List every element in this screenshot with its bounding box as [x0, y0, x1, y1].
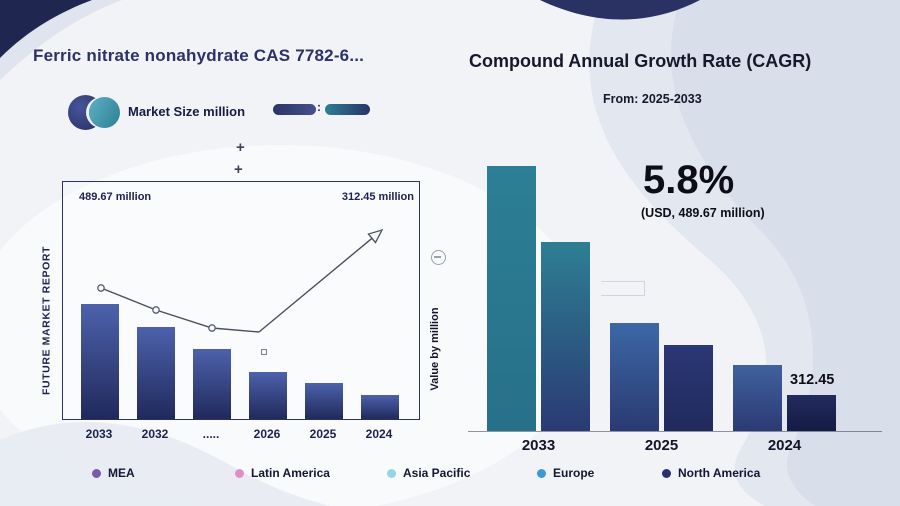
left-chart-title: Ferric nitrate nonahydrate CAS 7782-6... — [33, 46, 365, 65]
cagr-bar-2025-series-b — [664, 345, 713, 431]
left-x-label-2026: 2026 — [253, 427, 281, 441]
cagr-group-2024 — [733, 365, 836, 431]
legend-dot-north-america — [662, 468, 671, 478]
legend-dot-latin-america — [235, 468, 244, 478]
trend-marker — [208, 324, 216, 332]
legend-dot-asia-pacific — [387, 468, 396, 478]
cagr-baseline — [468, 431, 882, 432]
legend-label-europe: Europe — [553, 466, 595, 480]
left-bars — [81, 304, 419, 419]
cagr-bar-2033-series-b — [541, 242, 590, 431]
cagr-value: 5.8% — [643, 158, 735, 202]
left-x-label-2032: 2032 — [141, 427, 169, 441]
legend-item-asia-pacific: Asia Pacific — [387, 466, 470, 480]
cagr-title: Compound Annual Growth Rate (CAGR) — [469, 51, 812, 71]
value-label-left: 489.67 million — [79, 191, 152, 203]
trend-line-svg — [97, 228, 384, 355]
cagr-group-2033 — [487, 166, 590, 431]
legend-item-north-america: North America — [662, 466, 760, 480]
legend-item-mea: MEA — [92, 466, 135, 480]
market-size-icon — [68, 94, 120, 132]
left-bar-2033 — [81, 304, 119, 419]
left-bar-2026 — [249, 372, 287, 419]
trend-arrowhead — [367, 228, 384, 244]
circle-decoration — [431, 250, 446, 265]
left-x-label-2033: 2033 — [85, 427, 113, 441]
cagr-x-label-2024: 2024 — [767, 437, 802, 454]
pill-decoration-2 — [325, 104, 370, 115]
trend-square-marker — [261, 349, 267, 355]
market-size-icon-right-half — [89, 97, 120, 128]
left-x-label-dots: ..... — [202, 427, 220, 441]
legend-label-asia-pacific: Asia Pacific — [403, 466, 471, 480]
market-size-chart: 489.67 million 312.45 million — [62, 181, 420, 420]
legend-dot-europe — [537, 468, 546, 478]
cagr-y-axis-label: Value by million — [429, 307, 441, 391]
legend-item-latin-america: Latin America — [235, 466, 330, 480]
legend-dot-mea — [92, 468, 101, 478]
left-bar-2025 — [305, 383, 343, 419]
legend-label-latin-america: Latin America — [251, 466, 330, 480]
cagr-x-label-2033: 2033 — [521, 437, 556, 454]
trend-marker — [152, 306, 160, 314]
cagr-x-label-2025: 2025 — [644, 437, 679, 454]
cagr-bar-2024-series-a — [733, 365, 782, 431]
bracket-decoration — [601, 281, 645, 296]
value-label-right: 312.45 million — [341, 191, 414, 203]
trend-marker — [97, 284, 105, 292]
left-bar-dots — [193, 349, 231, 419]
region-legend: MEA Latin America Asia Pacific Europe North … — [0, 466, 900, 490]
plus-decoration: + — [236, 139, 245, 156]
cagr-bar-2024-series-b — [787, 395, 836, 431]
pill-decoration-1 — [273, 104, 316, 115]
cagr-group-2025 — [610, 323, 713, 431]
left-x-label-2025: 2025 — [309, 427, 337, 441]
cagr-caption: (USD, 489.67 million) — [641, 206, 765, 220]
cagr-annotation: 312.45 — [790, 372, 835, 388]
plus-decoration: + — [234, 161, 243, 178]
legend-item-europe: Europe — [537, 466, 594, 480]
cagr-bar-2033-series-a — [487, 166, 536, 431]
pill-separator: : — [317, 100, 321, 114]
cagr-bar-2025-series-a — [610, 323, 659, 431]
left-bar-2032 — [137, 327, 175, 419]
market-size-legend-label: Market Size million — [128, 104, 246, 119]
legend-label-mea: MEA — [108, 466, 135, 480]
left-x-labels: 2033 2032..... 2026 2025 2024 — [80, 427, 398, 441]
left-bar-2024 — [361, 395, 399, 419]
cagr-subtitle: From: 2025-2033 — [603, 92, 702, 106]
left-x-label-2024: 2024 — [365, 427, 393, 441]
circle-decoration-dash — [434, 256, 441, 258]
legend-label-north-america: North America — [678, 466, 761, 480]
